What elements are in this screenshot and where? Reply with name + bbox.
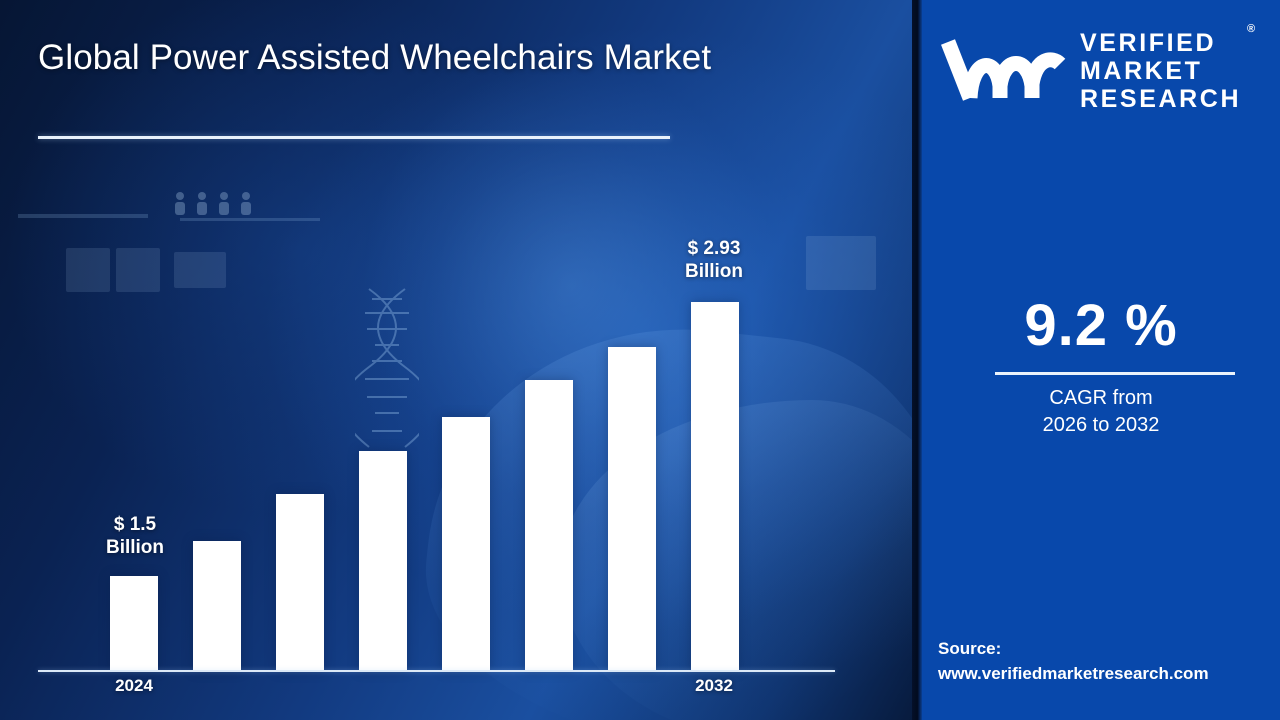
chart-bar bbox=[525, 380, 573, 671]
cagr-divider bbox=[995, 372, 1235, 375]
chart-axis-line bbox=[38, 670, 835, 672]
chart-bar bbox=[110, 576, 158, 671]
brand-name-line3: RESEARCH bbox=[1080, 85, 1242, 113]
background-ui-card bbox=[174, 252, 226, 288]
bar-chart: $ 1.5 Billion $ 2.93 Billion 2024 2032 bbox=[38, 238, 835, 695]
page-title: Global Power Assisted Wheelchairs Market bbox=[38, 36, 738, 81]
background-people-icons bbox=[175, 192, 251, 215]
first-value-label: $ 1.5 Billion bbox=[105, 514, 165, 559]
brand-name-line2: MARKET bbox=[1080, 57, 1203, 85]
vmr-logo-icon bbox=[941, 39, 1066, 101]
dna-helix-icon bbox=[355, 288, 419, 448]
chart-bar bbox=[359, 451, 407, 671]
page-title-text: Global Power Assisted Wheelchairs Market bbox=[38, 38, 712, 77]
chart-bar bbox=[442, 417, 490, 671]
background-ui-strip bbox=[180, 218, 320, 221]
first-year-label: 2024 bbox=[115, 676, 153, 695]
brand-name: VERIFIED MARKET RESEARCH ® bbox=[1080, 23, 1255, 113]
cagr-value: 9.2 % bbox=[1024, 293, 1178, 358]
registered-trademark-icon: ® bbox=[1247, 23, 1256, 35]
chart-bar bbox=[193, 541, 241, 671]
last-value-label: $ 2.93 Billion bbox=[684, 238, 744, 283]
background-ui-strip bbox=[18, 214, 148, 218]
chart-bar bbox=[276, 494, 324, 671]
last-year-label: 2032 bbox=[695, 676, 733, 695]
chart-bar bbox=[691, 302, 739, 671]
background-ui-card bbox=[116, 248, 160, 292]
left-chart-panel: Global Power Assisted Wheelchairs Market… bbox=[0, 0, 917, 720]
chart-bar bbox=[608, 347, 656, 671]
title-underline bbox=[38, 136, 670, 139]
panel-divider bbox=[912, 0, 922, 720]
background-ui-card bbox=[66, 248, 110, 292]
right-info-panel: VERIFIED MARKET RESEARCH ® 9.2 % bbox=[922, 0, 1280, 720]
brand-name-line1: VERIFIED bbox=[1080, 29, 1217, 57]
brand-logo: VERIFIED MARKET RESEARCH ® bbox=[940, 23, 1270, 114]
background-ui-card bbox=[806, 236, 876, 290]
